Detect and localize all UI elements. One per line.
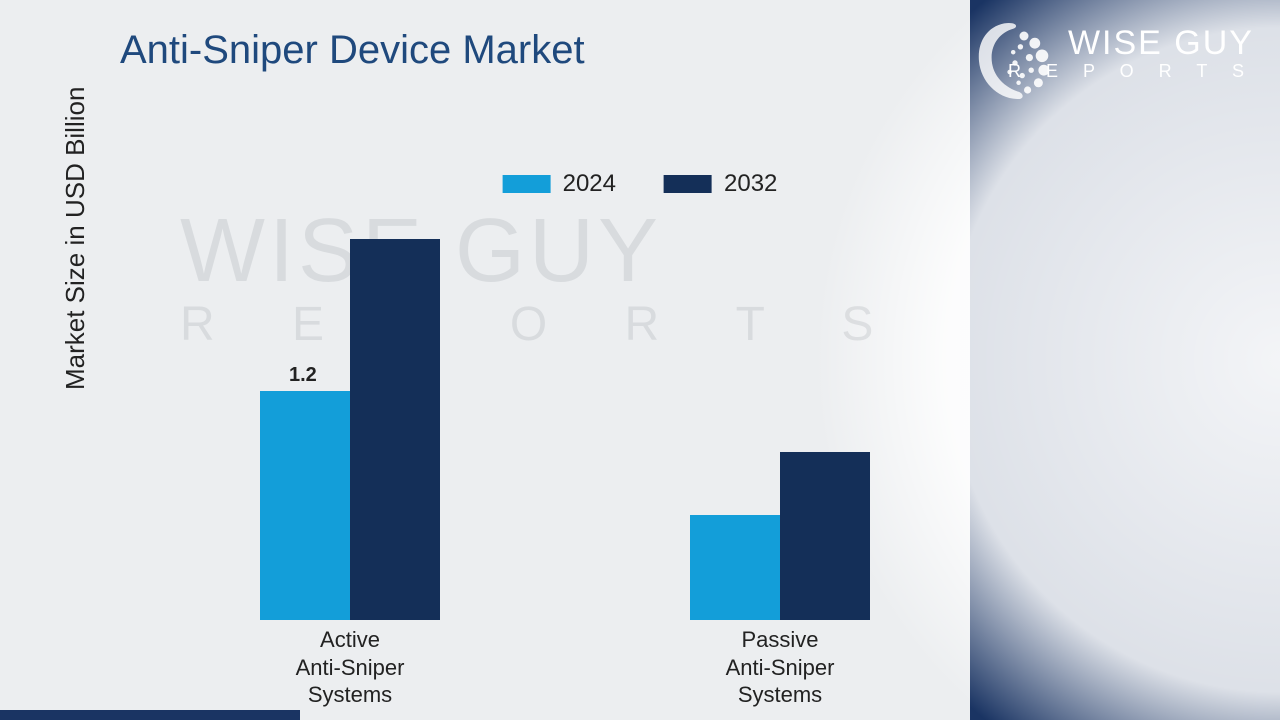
category-label: PassiveAnti-SniperSystems bbox=[726, 620, 835, 709]
legend-item-2032: 2032 bbox=[664, 170, 777, 198]
legend-label-2024: 2024 bbox=[563, 170, 616, 198]
legend-swatch-2032 bbox=[664, 175, 712, 193]
bar bbox=[690, 515, 780, 620]
brand-logo-text: WISE GUY R E P O R T S bbox=[1008, 24, 1254, 82]
bar-group: PassiveAnti-SniperSystems bbox=[690, 452, 870, 620]
brand-line-1: WISE GUY bbox=[1008, 24, 1254, 63]
page-title: Anti-Sniper Device Market bbox=[120, 28, 585, 73]
plot-area: 1.2ActiveAnti-SniperSystems PassiveAnti-S… bbox=[130, 160, 950, 620]
right-brand-panel bbox=[970, 0, 1280, 720]
bar bbox=[260, 391, 350, 620]
legend-label-2032: 2032 bbox=[724, 170, 777, 198]
bar bbox=[780, 452, 870, 620]
canvas: WISE GUY R E P O R T S WISE GUY R E P O … bbox=[0, 0, 1280, 720]
bar bbox=[350, 239, 440, 620]
category-label: ActiveAnti-SniperSystems bbox=[296, 620, 405, 709]
bars-area: 1.2ActiveAnti-SniperSystems PassiveAnti-S… bbox=[130, 220, 950, 620]
bottom-accent-bar bbox=[0, 710, 300, 720]
y-axis-label: Market Size in USD Billion bbox=[60, 87, 91, 390]
bar-group: 1.2ActiveAnti-SniperSystems bbox=[260, 239, 440, 620]
legend-item-2024: 2024 bbox=[503, 170, 616, 198]
brand-line-2: R E P O R T S bbox=[1008, 61, 1254, 82]
legend-swatch-2024 bbox=[503, 175, 551, 193]
legend: 2024 2032 bbox=[503, 170, 778, 198]
bar-value-label: 1.2 bbox=[289, 364, 317, 387]
